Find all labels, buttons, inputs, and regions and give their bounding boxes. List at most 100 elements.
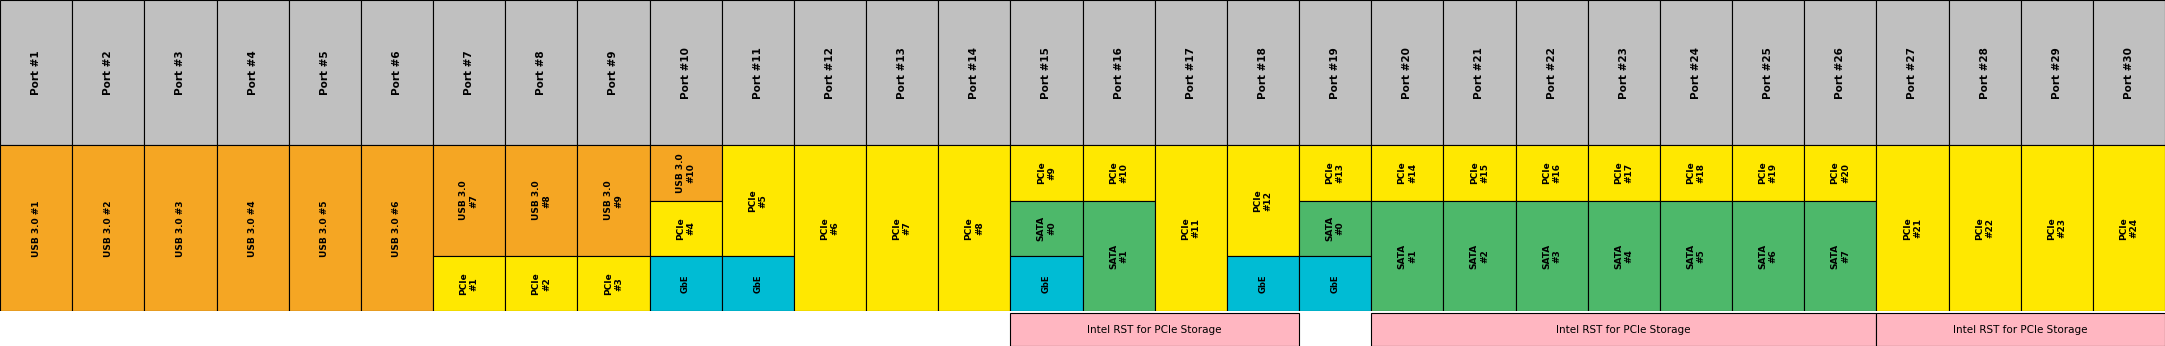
Text: PCIe
#23: PCIe #23 [2048, 217, 2065, 240]
Text: PCIe
#2: PCIe #2 [533, 272, 550, 295]
Bar [578, 0, 650, 145]
Text: PCIe
#5: PCIe #5 [749, 189, 766, 212]
Bar [1444, 201, 1516, 311]
Text: Port #2: Port #2 [104, 51, 113, 95]
Bar [2094, 145, 2165, 311]
Text: SATA
#7: SATA #7 [1832, 244, 1849, 268]
Bar [1587, 0, 1661, 145]
Bar [145, 0, 216, 145]
Bar [362, 145, 433, 311]
Bar [1516, 0, 1587, 145]
Bar [0, 145, 71, 311]
Bar [1228, 0, 1299, 145]
Text: Port #13: Port #13 [896, 47, 907, 99]
Text: PCIe
#16: PCIe #16 [1541, 162, 1561, 184]
Bar [1877, 0, 1949, 145]
Bar [866, 0, 937, 145]
Text: Port #11: Port #11 [753, 47, 762, 99]
Bar [1370, 313, 1877, 346]
Text: PCIe
#15: PCIe #15 [1470, 162, 1490, 184]
Bar [433, 0, 504, 145]
Text: Intel RST for PCIe Storage: Intel RST for PCIe Storage [1087, 325, 1221, 335]
Bar [504, 145, 578, 256]
Bar [2020, 0, 2094, 145]
Text: SATA
#3: SATA #3 [1541, 244, 1561, 268]
Bar [1803, 0, 1877, 145]
Text: USB 3.0
#8: USB 3.0 #8 [533, 181, 550, 220]
Bar [1732, 201, 1803, 311]
Text: USB 3.0 #6: USB 3.0 #6 [392, 200, 401, 257]
Text: PCIe
#20: PCIe #20 [1832, 162, 1849, 184]
Text: PCIe
#19: PCIe #19 [1758, 162, 1777, 184]
Bar [0, 311, 2165, 346]
Bar [0, 0, 71, 145]
Bar [1587, 201, 1661, 311]
Text: Port #20: Port #20 [1403, 47, 1412, 99]
Text: PCIe
#1: PCIe #1 [459, 272, 478, 295]
Text: PCIe
#11: PCIe #11 [1182, 217, 1199, 240]
Text: PCIe
#13: PCIe #13 [1325, 162, 1344, 184]
Bar [721, 0, 795, 145]
Text: Port #4: Port #4 [247, 50, 258, 95]
Bar [504, 0, 578, 145]
Text: Port #18: Port #18 [1258, 47, 1269, 99]
Text: Port #23: Port #23 [1619, 47, 1628, 99]
Bar [216, 145, 288, 311]
Bar [1299, 256, 1370, 311]
Text: Port #27: Port #27 [1907, 47, 1918, 99]
Bar [1370, 145, 1444, 201]
Bar [1516, 201, 1587, 311]
Bar [650, 0, 721, 145]
Text: SATA
#0: SATA #0 [1325, 216, 1344, 241]
Text: Port #30: Port #30 [2124, 47, 2135, 99]
Text: Port #25: Port #25 [1762, 47, 1773, 99]
Bar [1516, 145, 1587, 201]
Text: Port #9: Port #9 [608, 51, 619, 95]
Text: PCIe
#14: PCIe #14 [1399, 162, 1416, 184]
Bar [1299, 201, 1370, 256]
Text: GbE: GbE [1258, 274, 1267, 293]
Text: USB 3.0 #1: USB 3.0 #1 [32, 200, 41, 257]
Bar [433, 145, 504, 256]
Text: Port #12: Port #12 [825, 47, 836, 99]
Bar [1299, 0, 1370, 145]
Text: Port #6: Port #6 [392, 51, 403, 95]
Bar [650, 201, 721, 256]
Text: PCIe
#12: PCIe #12 [1254, 189, 1273, 212]
Text: USB 3.0
#10: USB 3.0 #10 [675, 153, 695, 193]
Bar [1011, 201, 1082, 256]
Bar [650, 256, 721, 311]
Bar [1011, 145, 1082, 201]
Bar [1011, 0, 1082, 145]
Text: USB 3.0
#9: USB 3.0 #9 [604, 181, 624, 220]
Text: Port #22: Port #22 [1546, 47, 1557, 99]
Text: SATA
#2: SATA #2 [1470, 244, 1490, 268]
Bar [1228, 145, 1299, 256]
Bar [288, 145, 362, 311]
Bar [2094, 0, 2165, 145]
Bar [1370, 201, 1444, 311]
Bar [1732, 0, 1803, 145]
Text: Intel RST for PCIe Storage: Intel RST for PCIe Storage [1557, 325, 1691, 335]
Bar [145, 145, 216, 311]
Text: Port #5: Port #5 [320, 51, 329, 95]
Text: GbE: GbE [753, 274, 762, 293]
Bar [1661, 201, 1732, 311]
Text: SATA
#6: SATA #6 [1758, 244, 1777, 268]
Text: Port #21: Port #21 [1474, 47, 1485, 99]
Text: Port #15: Port #15 [1041, 47, 1052, 99]
Text: Port #28: Port #28 [1979, 47, 1990, 99]
Bar [1732, 145, 1803, 201]
Bar [71, 0, 145, 145]
Text: USB 3.0 #5: USB 3.0 #5 [320, 200, 329, 257]
Text: Port #1: Port #1 [30, 51, 41, 95]
Text: Port #10: Port #10 [680, 47, 691, 99]
Bar [2020, 145, 2094, 311]
Text: PCIe
#7: PCIe #7 [892, 217, 911, 240]
Text: Intel RST for PCIe Storage: Intel RST for PCIe Storage [1953, 325, 2087, 335]
Text: PCIe
#8: PCIe #8 [966, 217, 983, 240]
Text: Port #17: Port #17 [1186, 47, 1195, 99]
Bar [71, 145, 145, 311]
Bar [1444, 0, 1516, 145]
Text: SATA
#0: SATA #0 [1037, 216, 1057, 241]
